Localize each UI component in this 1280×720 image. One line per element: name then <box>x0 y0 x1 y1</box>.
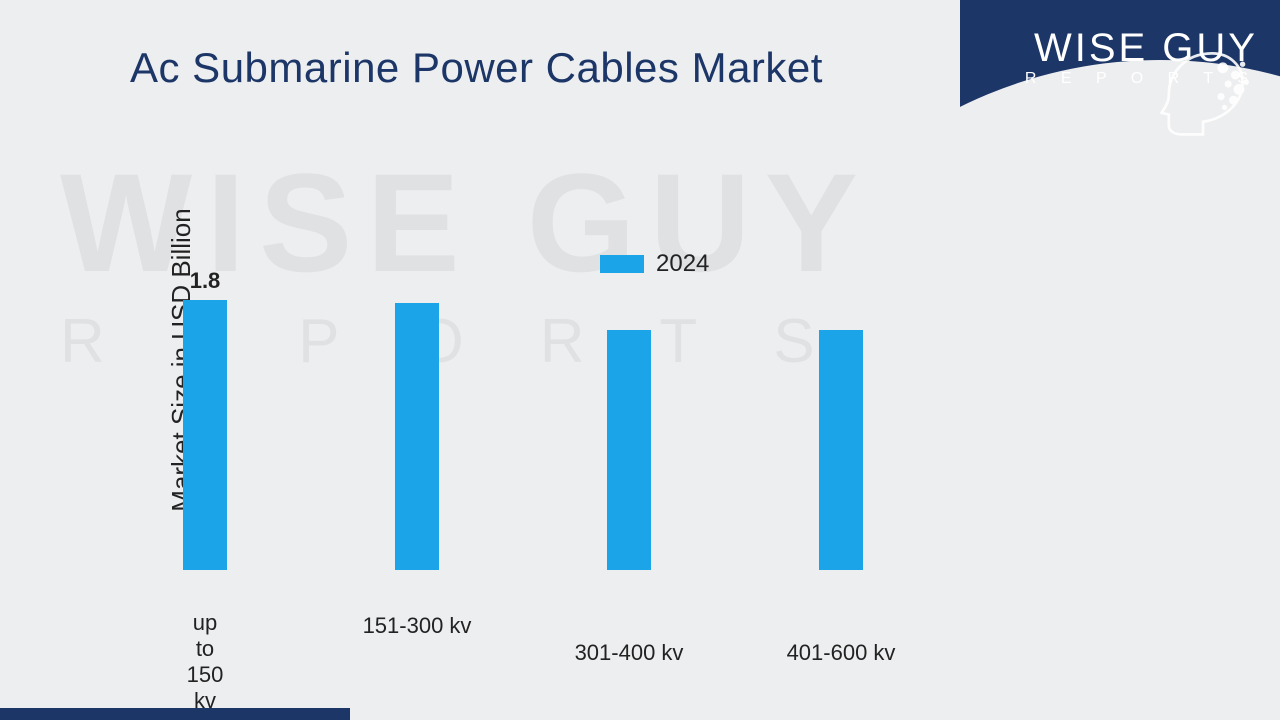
chart-title: Ac Submarine Power Cables Market <box>130 44 823 92</box>
chart-stage: WISE GUY REPORTS Ac Submarine Power Cabl… <box>0 0 1280 720</box>
bar <box>607 330 651 570</box>
brand-logo: WISE GUY R E P O R T S <box>1025 28 1258 88</box>
bar <box>183 300 227 570</box>
bar <box>819 330 863 570</box>
x-tick-label: 151-300 kv <box>327 613 507 639</box>
plot-area: 1.8upto150kv 151-300 kv 301-400 kv 401-600 … <box>110 270 950 570</box>
head-icon <box>1148 48 1258 138</box>
bar <box>395 303 439 570</box>
bar-value-label: 1.8 <box>155 268 255 294</box>
bar-group: 301-400 kv <box>607 330 651 570</box>
x-tick-label: 401-600 kv <box>751 640 931 666</box>
bar-group: 151-300 kv <box>395 303 439 570</box>
x-tick-label: upto150kv <box>175 610 235 714</box>
bar-group: 1.8upto150kv <box>183 300 227 570</box>
bar-group: 401-600 kv <box>819 330 863 570</box>
x-tick-label: 301-400 kv <box>539 640 719 666</box>
